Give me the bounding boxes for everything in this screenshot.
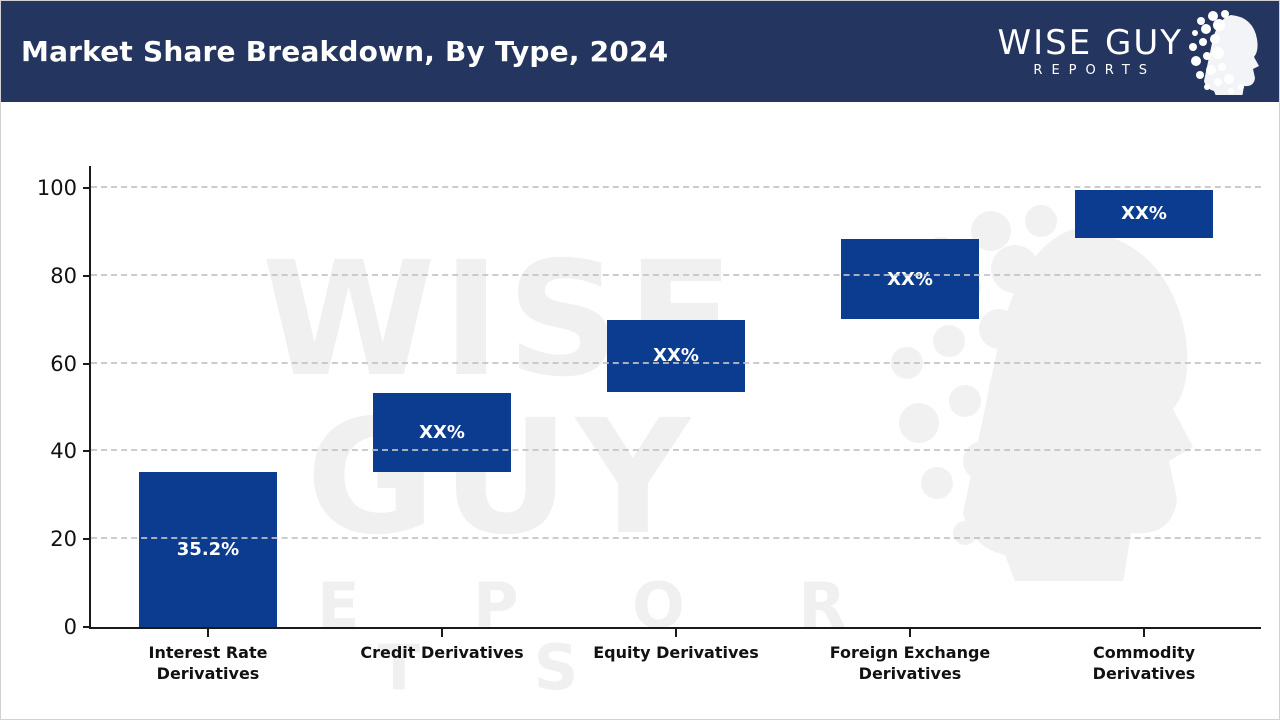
y-axis-label: 0 bbox=[63, 615, 77, 639]
gridline-y60 bbox=[91, 361, 1261, 364]
bar-value-label: XX% bbox=[419, 422, 465, 444]
x-axis-category-label: Credit Derivatives bbox=[360, 643, 524, 662]
logo-text: WISE GUY REPORTS bbox=[997, 26, 1183, 78]
y-axis-tick bbox=[83, 362, 91, 365]
header-bar: Market Share Breakdown, By Type, 2024 WI… bbox=[1, 1, 1279, 102]
gridline-y20 bbox=[91, 537, 1261, 540]
y-axis-label: 40 bbox=[50, 439, 77, 464]
bar-value-label: XX% bbox=[887, 268, 933, 290]
x-axis-tick bbox=[675, 629, 677, 637]
y-axis-tick bbox=[83, 450, 91, 453]
logo-wordmark: WISE GUY bbox=[997, 22, 1183, 63]
plot-area: 0 20 40 60 80 100 35.2% Interest Rate Derivativ… bbox=[37, 166, 1261, 683]
y-axis-label: 100 bbox=[36, 175, 77, 200]
logo-head-icon bbox=[1189, 9, 1259, 95]
gridline-y100 bbox=[91, 185, 1261, 188]
x-axis-tick bbox=[1143, 629, 1145, 637]
page-title: Market Share Breakdown, By Type, 2024 bbox=[21, 35, 669, 68]
bar-segment: XX% bbox=[841, 238, 979, 320]
logo-subtitle: REPORTS bbox=[1033, 62, 1157, 78]
bar-value-label: XX% bbox=[1121, 203, 1167, 225]
bar-value-label: XX% bbox=[653, 345, 699, 367]
x-axis-category-label: Equity Derivatives bbox=[593, 643, 759, 662]
bar-segment: XX% bbox=[1075, 189, 1213, 239]
y-axis-tick bbox=[83, 186, 91, 189]
bar-segment: 35.2% bbox=[139, 472, 277, 627]
gridline-y80 bbox=[91, 273, 1261, 276]
y-axis-tick bbox=[83, 274, 91, 277]
x-axis-tick bbox=[909, 629, 911, 637]
y-axis-tick bbox=[83, 538, 91, 541]
x-axis-tick bbox=[207, 629, 209, 637]
logo: WISE GUY REPORTS bbox=[997, 9, 1265, 95]
bar-segment: XX% bbox=[607, 320, 745, 392]
gridline-y40 bbox=[91, 449, 1261, 452]
y-axis-label: 60 bbox=[50, 351, 77, 376]
y-axis-label: 20 bbox=[50, 527, 77, 552]
x-axis-category-label: Commodity Derivatives bbox=[1092, 643, 1196, 683]
bar-segment: XX% bbox=[373, 392, 511, 473]
y-axis-tick bbox=[83, 626, 91, 628]
x-axis-tick bbox=[441, 629, 443, 637]
x-axis-category-label: Foreign Exchange Derivatives bbox=[829, 643, 991, 683]
x-axis-category-label: Interest Rate Derivatives bbox=[148, 643, 268, 683]
bar-value-label: 35.2% bbox=[176, 539, 240, 561]
y-axis-label: 80 bbox=[50, 263, 77, 288]
